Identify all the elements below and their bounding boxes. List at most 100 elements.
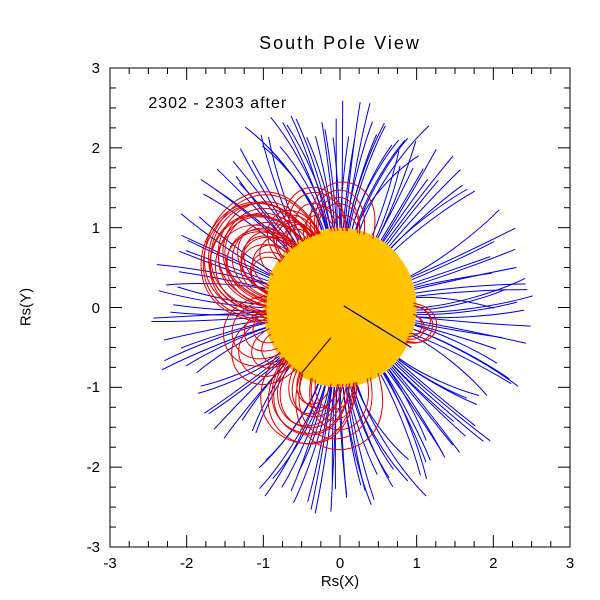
open-field-line (383, 372, 427, 480)
open-field-line (179, 250, 268, 284)
closed-field-line (291, 369, 344, 418)
open-field-line (395, 361, 491, 442)
closed-field-line (243, 231, 297, 289)
closed-field-line (215, 224, 298, 314)
x-tick-label: 0 (335, 555, 345, 572)
open-field-line (200, 178, 288, 250)
closed-field-line (226, 229, 296, 303)
disk-segment (343, 305, 412, 348)
open-field-line (416, 296, 495, 309)
open-field-line (306, 136, 334, 229)
open-field-line (352, 385, 409, 482)
open-field-line (416, 316, 531, 327)
open-field-line (414, 272, 492, 288)
closed-field-line (313, 189, 366, 236)
open-field-line (180, 321, 265, 349)
open-field-line (386, 179, 439, 245)
closed-field-line (277, 361, 344, 427)
x-tick-label: -2 (179, 555, 194, 572)
open-field-line (356, 137, 409, 230)
open-field-line (416, 301, 518, 315)
open-field-line (372, 150, 400, 236)
open-field-line (347, 386, 378, 475)
open-field-line (414, 324, 497, 350)
open-field-line (416, 309, 525, 319)
open-field-line (293, 386, 331, 504)
closed-field-line (283, 224, 315, 254)
x-tick-label: -3 (103, 555, 117, 572)
open-field-line (341, 100, 344, 228)
open-field-line (393, 190, 476, 252)
closed-field-line (314, 379, 354, 410)
open-field-line (345, 121, 373, 228)
closed-field-line (241, 237, 294, 294)
open-field-line (197, 355, 280, 394)
closed-field-line (288, 367, 339, 415)
open-field-line (163, 319, 265, 341)
open-field-line (297, 386, 330, 473)
open-field-line (382, 179, 429, 242)
open-field-line (380, 168, 424, 241)
open-field-line (384, 155, 454, 244)
y-tick-label: 3 (91, 60, 100, 77)
open-field-line (412, 256, 491, 284)
closed-field-line (303, 214, 336, 241)
open-field-line (375, 165, 401, 238)
closed-field-line (284, 186, 348, 249)
closed-field-line (203, 191, 321, 319)
closed-field-line (271, 358, 350, 434)
open-field-line (416, 295, 533, 313)
open-field-line (391, 366, 461, 453)
open-field-line (200, 353, 279, 387)
y-axis-label: Rs(Y) (17, 287, 35, 327)
closed-field-line (260, 351, 355, 444)
closed-field-line (267, 357, 356, 445)
closed-field-line (252, 244, 290, 287)
x-tick-label: 2 (489, 555, 498, 572)
open-field-line (390, 184, 463, 249)
closed-field-line (240, 235, 294, 293)
open-field-line (164, 322, 266, 362)
open-field-line (158, 290, 264, 309)
chart-title: South Pole View (259, 33, 421, 53)
open-field-line (416, 277, 526, 309)
closed-field-line (317, 203, 361, 235)
open-field-line (411, 335, 488, 396)
open-field-line (384, 372, 431, 461)
open-field-line (335, 118, 338, 228)
open-field-line (339, 136, 350, 228)
y-tick-label: 2 (91, 139, 100, 157)
open-field-line (414, 324, 498, 364)
open-field-line (286, 124, 331, 229)
closed-field-line (249, 251, 285, 294)
sun-disk (263, 227, 417, 388)
closed-field-line (259, 236, 296, 276)
open-field-line (339, 387, 348, 498)
closed-field-line (310, 378, 358, 421)
open-field-line (380, 374, 421, 476)
closed-field-line (294, 202, 339, 245)
open-field-line (290, 385, 326, 491)
open-field-line (232, 160, 296, 243)
closed-field-line (240, 244, 289, 298)
closed-field-line (273, 359, 351, 436)
open-field-line (388, 368, 446, 458)
open-field-line (392, 365, 466, 437)
open-field-line (413, 248, 516, 287)
closed-field-line (222, 295, 285, 367)
open-field-line (344, 101, 361, 228)
closed-field-line (407, 313, 425, 340)
open-field-line (258, 383, 319, 469)
open-field-line (388, 369, 427, 441)
closed-field-line (309, 377, 369, 431)
x-tick-label: 1 (412, 555, 421, 572)
open-field-line (392, 364, 454, 422)
chart-annotation: 2302 - 2303 after (148, 94, 288, 112)
open-field-line (196, 329, 267, 374)
open-field-line (415, 283, 526, 294)
y-tick-label: -1 (86, 379, 100, 397)
y-tick-label: -3 (86, 539, 100, 556)
open-field-line (353, 385, 394, 470)
closed-field-line (272, 214, 318, 260)
